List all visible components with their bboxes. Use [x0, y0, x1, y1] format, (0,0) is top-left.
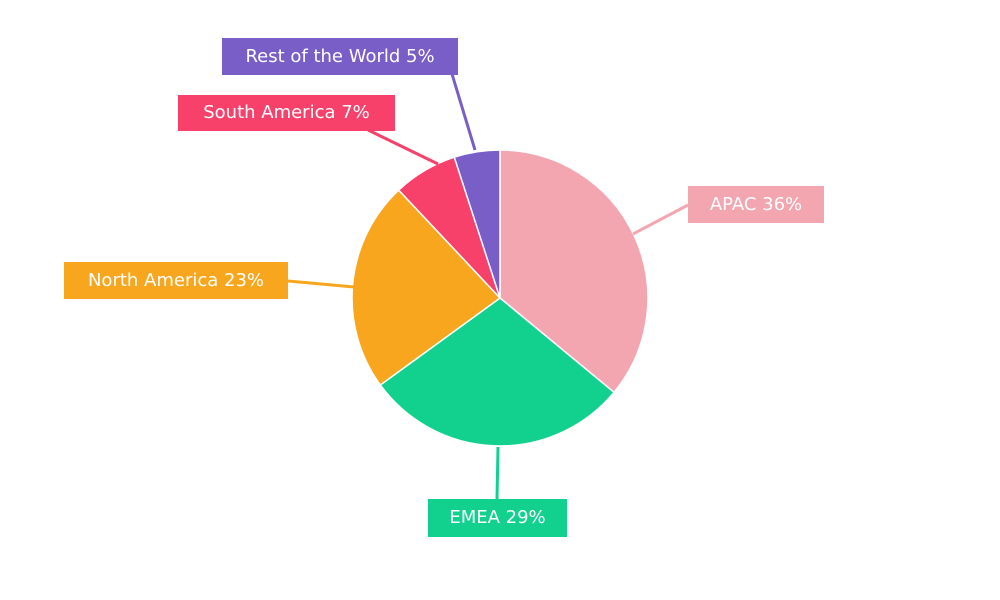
callout-leader-line	[632, 203, 689, 236]
callout-leader-line	[287, 279, 355, 289]
pie-slice-rest-of-the-world[interactable]	[453, 149, 501, 299]
pie-slice-north-america[interactable]	[351, 189, 502, 387]
pie-slice-emea[interactable]	[379, 297, 616, 447]
callout-leader-line	[450, 73, 477, 151]
callout-rest-of-the-world: Rest of the World 5%	[222, 38, 458, 75]
callout-leader-line	[495, 446, 500, 500]
callout-emea: EMEA 29%	[428, 499, 567, 537]
callout-south-america: South America 7%	[178, 95, 395, 131]
callout-apac: APAC 36%	[688, 186, 824, 223]
callout-north-america: North America 23%	[64, 262, 288, 299]
callout-leader-line	[367, 128, 439, 166]
